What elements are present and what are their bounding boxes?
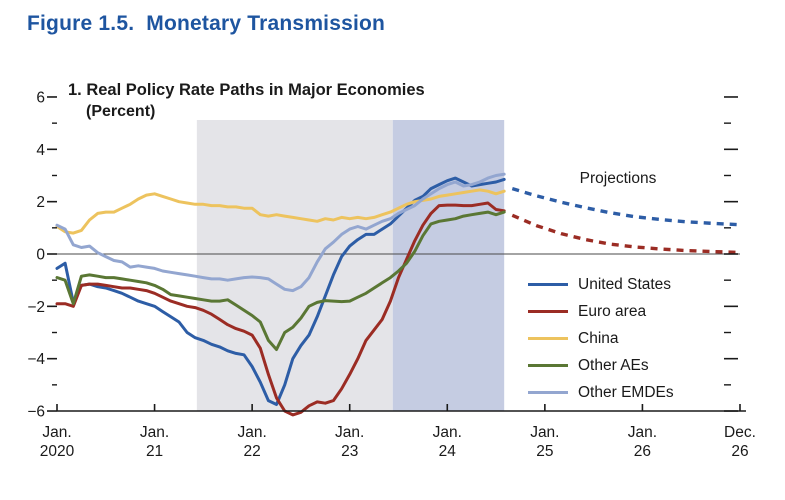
x-tick-label: Jan. 21	[140, 424, 169, 460]
legend-item-china: China	[528, 325, 674, 352]
series-line-united-states-projection	[511, 186, 740, 227]
legend-swatch-china	[528, 336, 568, 341]
x-tick-label: Jan. 22	[237, 424, 266, 460]
x-tick-label: Jan. 25	[530, 424, 559, 460]
legend-label-euro-area: Euro area	[578, 302, 647, 320]
series-line-china	[55, 188, 506, 235]
series-line-euro-area	[55, 201, 506, 417]
legend-label-other-aes: Other AEs	[578, 356, 649, 374]
legend-swatch-euro-area	[528, 309, 568, 314]
y-tick-label: −2	[27, 299, 45, 316]
y-tick-label: 0	[36, 247, 45, 264]
x-tick-label: Jan. 26	[628, 424, 657, 460]
shaded-band-2	[392, 120, 505, 411]
y-tick-label: 6	[36, 89, 45, 106]
x-tick-label: Jan. 23	[335, 424, 364, 460]
series-line-other-emdes	[55, 172, 506, 293]
projections-annotation: Projections	[579, 170, 657, 187]
legend-label-china: China	[578, 329, 619, 347]
series-line-other-aes	[55, 210, 506, 351]
legend-item-other-aes: Other AEs	[528, 352, 674, 379]
series-line-united-states	[55, 176, 506, 406]
y-tick-label: 2	[36, 194, 45, 211]
legend-swatch-other-emdes	[528, 390, 568, 395]
legend-item-euro-area: Euro area	[528, 298, 674, 325]
chart-units-label: (Percent)	[86, 103, 156, 120]
legend-item-united-states: United States	[528, 271, 674, 298]
chart-title: 1. Real Policy Rate Paths in Major Econo…	[68, 81, 425, 99]
y-tick-label: −4	[27, 351, 45, 368]
legend-label-other-emdes: Other EMDEs	[578, 383, 674, 401]
legend-label-united-states: United States	[578, 275, 672, 293]
series-line-euro-area-projection	[511, 213, 740, 255]
legend-item-other-emdes: Other EMDEs	[528, 379, 674, 406]
figure-title: Figure 1.5. Monetary Transmission	[27, 12, 386, 35]
x-tick-label: Jan. 24	[433, 424, 462, 460]
legend-swatch-other-aes	[528, 363, 568, 368]
y-tick-label: −6	[27, 404, 45, 421]
y-tick-label: 4	[36, 142, 45, 159]
x-tick-label: Dec. 26	[724, 424, 756, 460]
legend-swatch-united-states	[528, 282, 568, 287]
shaded-band-1	[196, 120, 393, 411]
x-tick-label: Jan. 2020	[40, 424, 75, 460]
chart-legend: United States Euro area China Other AEs Othe…	[528, 271, 674, 406]
